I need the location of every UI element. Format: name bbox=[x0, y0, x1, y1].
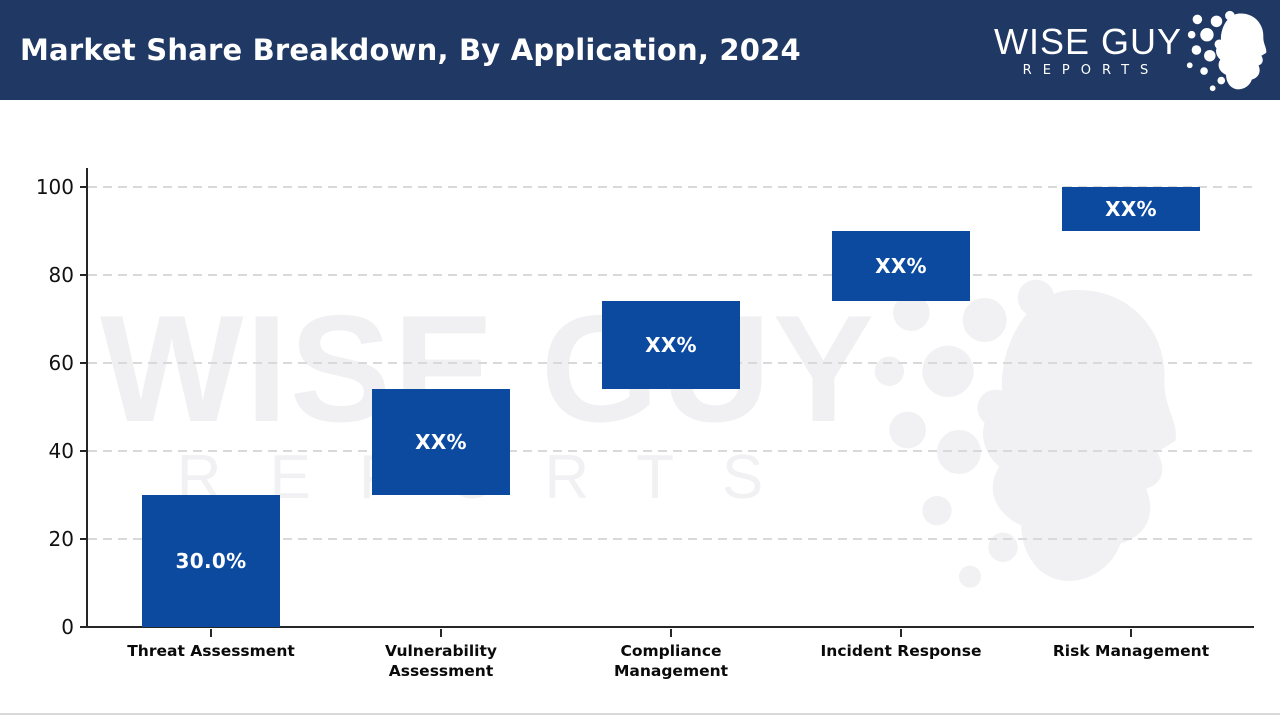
y-tick-mark bbox=[80, 450, 87, 452]
header-bar: Market Share Breakdown, By Application, … bbox=[0, 0, 1280, 100]
y-tick-mark bbox=[80, 274, 87, 276]
footer-divider bbox=[0, 713, 1280, 715]
waterfall-bar: XX% bbox=[832, 231, 970, 302]
y-tick-mark bbox=[80, 362, 87, 364]
y-gridline bbox=[88, 186, 1253, 188]
x-category-label: Risk Management bbox=[1052, 642, 1210, 660]
x-tick-mark bbox=[670, 629, 672, 637]
page-title: Market Share Breakdown, By Application, … bbox=[20, 33, 801, 67]
y-tick-mark bbox=[80, 626, 87, 628]
logo-secondary-text: REPORTS bbox=[1022, 62, 1160, 78]
y-tick-label: 20 bbox=[48, 527, 74, 551]
bar-value-label: XX% bbox=[645, 333, 697, 358]
bar-value-label: XX% bbox=[875, 254, 927, 279]
bar-value-label: XX% bbox=[1105, 197, 1157, 221]
y-tick-label: 40 bbox=[48, 439, 74, 463]
y-gridline bbox=[88, 274, 1253, 276]
x-category-label: Threat Assessment bbox=[127, 642, 295, 660]
waterfall-bar: XX% bbox=[1062, 187, 1200, 231]
x-tick-mark bbox=[900, 629, 902, 637]
logo-primary-text: WISE GUY bbox=[993, 20, 1182, 62]
x-tick-mark bbox=[1130, 629, 1132, 637]
y-tick-label: 0 bbox=[61, 615, 74, 639]
waterfall-bar: 30.0% bbox=[142, 495, 280, 627]
bar-value-label: 30.0% bbox=[175, 549, 247, 573]
y-tick-mark bbox=[80, 538, 87, 540]
waterfall-bar: XX% bbox=[602, 301, 740, 390]
y-gridline bbox=[88, 450, 1253, 452]
chart-area: WISE GUY REPORTS 02040608010030.0%Threat… bbox=[0, 100, 1280, 714]
logo-wordmark: WISE GUY REPORTS bbox=[993, 20, 1182, 78]
waterfall-bar: XX% bbox=[372, 389, 510, 495]
y-tick-label: 80 bbox=[48, 263, 74, 287]
bar-value-label: XX% bbox=[415, 430, 467, 455]
y-tick-mark bbox=[80, 186, 87, 188]
x-category-label: Vulnerability Assessment bbox=[385, 642, 497, 680]
x-tick-mark bbox=[210, 629, 212, 637]
x-category-label: Compliance Management bbox=[613, 642, 729, 680]
y-tick-label: 60 bbox=[48, 351, 74, 375]
logo-face-icon bbox=[1186, 10, 1267, 92]
y-gridline bbox=[88, 538, 1253, 540]
x-axis-line bbox=[86, 626, 1254, 628]
y-tick-label: 100 bbox=[35, 175, 74, 199]
x-tick-mark bbox=[440, 629, 442, 637]
x-category-label: Incident Response bbox=[820, 642, 982, 660]
brand-logo: WISE GUY REPORTS bbox=[994, 6, 1270, 94]
y-axis-line bbox=[86, 168, 88, 628]
